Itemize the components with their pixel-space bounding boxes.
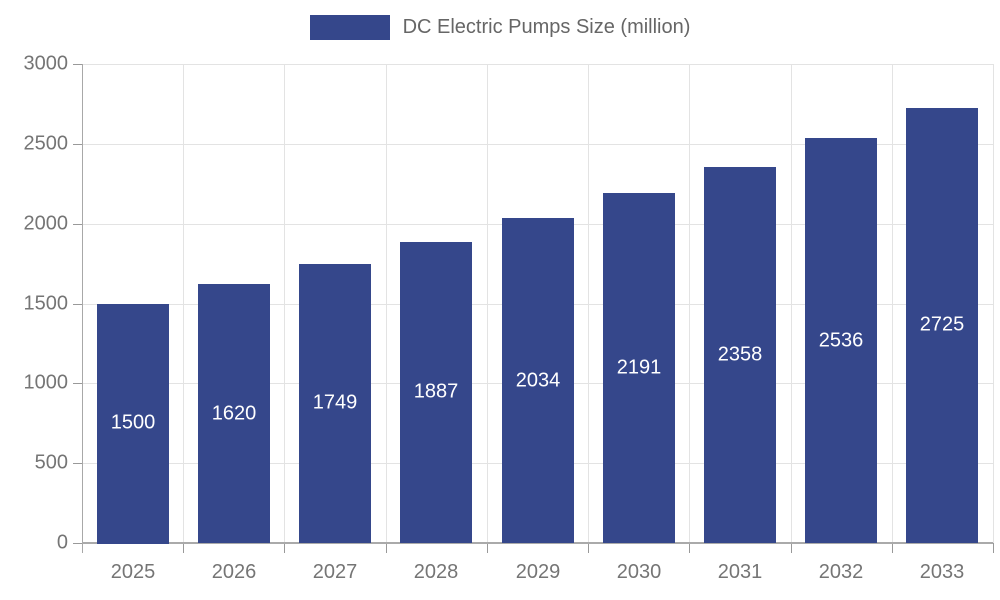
x-axis-line — [82, 542, 993, 544]
x-axis-tick-label: 2030 — [616, 561, 662, 583]
y-axis-tick — [73, 64, 82, 65]
v-gridline — [487, 64, 488, 543]
bar-2031 — [704, 167, 776, 543]
x-axis-tick-label: 2027 — [312, 561, 358, 583]
bar-2029 — [502, 218, 574, 543]
x-axis-tick-label: 2026 — [211, 561, 257, 583]
v-gridline — [284, 64, 285, 543]
y-axis-tick-label: 2000 — [23, 212, 69, 235]
bar-value-label: 2358 — [717, 343, 763, 366]
x-axis-tick-label: 2029 — [515, 561, 561, 583]
h-gridline — [82, 64, 993, 65]
chart-legend[interactable]: DC Electric Pumps Size (million) — [0, 15, 1000, 40]
x-axis-tick — [487, 543, 488, 553]
y-axis-tick — [73, 144, 82, 145]
bar-value-label: 1620 — [211, 402, 257, 425]
y-axis-tick-label: 0 — [56, 531, 68, 554]
y-axis-tick-label: 500 — [34, 451, 68, 474]
x-axis-tick — [689, 543, 690, 553]
x-axis-tick-label: 2028 — [413, 561, 459, 583]
v-gridline — [386, 64, 387, 543]
bar-2027 — [299, 264, 371, 543]
x-axis-tick — [386, 543, 387, 553]
y-axis-tick-label: 1500 — [23, 292, 69, 315]
v-gridline — [791, 64, 792, 543]
y-axis-line — [82, 64, 83, 553]
h-gridline — [82, 144, 993, 145]
y-axis-tick — [73, 383, 82, 384]
bar-2033 — [906, 108, 978, 543]
x-axis-tick — [588, 543, 589, 553]
x-axis-tick-label: 2032 — [818, 561, 864, 583]
v-gridline — [588, 64, 589, 543]
y-axis-tick-label: 1000 — [23, 371, 69, 394]
x-axis-tick — [791, 543, 792, 553]
bar-value-label: 2725 — [919, 313, 965, 336]
bar-value-label: 2191 — [616, 356, 662, 379]
y-axis-tick-label: 2500 — [23, 132, 69, 155]
y-axis-tick — [73, 304, 82, 305]
bar-2025 — [97, 304, 169, 544]
legend-label: DC Electric Pumps Size (million) — [402, 16, 691, 38]
y-axis-tick-label: 3000 — [23, 52, 69, 75]
x-axis-tick-label: 2031 — [717, 561, 763, 583]
bar-2032 — [805, 138, 877, 543]
bar-2026 — [198, 284, 270, 543]
x-axis-tick — [183, 543, 184, 553]
v-gridline — [689, 64, 690, 543]
bar-value-label: 1500 — [110, 411, 156, 434]
y-axis-tick — [73, 543, 82, 544]
bar-value-label: 1749 — [312, 391, 358, 414]
bar-2028 — [400, 242, 472, 543]
y-axis-tick — [73, 224, 82, 225]
x-axis-tick — [993, 543, 994, 553]
v-gridline — [892, 64, 893, 543]
bar-2030 — [603, 193, 675, 543]
v-gridline — [183, 64, 184, 543]
x-axis-tick-label: 2033 — [919, 561, 965, 583]
x-axis-tick — [892, 543, 893, 553]
bar-value-label: 1887 — [413, 380, 459, 403]
bar-value-label: 2034 — [515, 369, 561, 392]
x-axis-tick-label: 2025 — [110, 561, 156, 583]
bar-value-label: 2536 — [818, 329, 864, 352]
legend-swatch — [309, 15, 390, 40]
x-axis-tick — [284, 543, 285, 553]
v-gridline — [993, 64, 994, 543]
y-axis-tick — [73, 463, 82, 464]
